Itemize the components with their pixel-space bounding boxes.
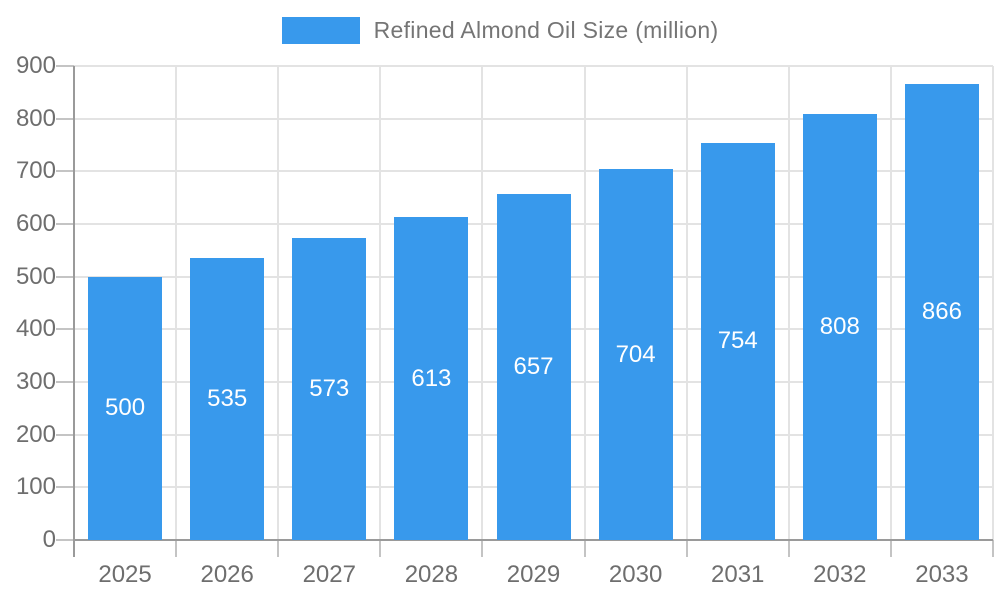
y-axis-tick-label: 700 — [15, 157, 56, 185]
y-axis-tick-label: 800 — [15, 104, 56, 132]
bar-2029[interactable]: 657 — [496, 193, 571, 540]
x-axis-tick-label: 2027 — [302, 561, 356, 588]
y-axis-tick — [56, 170, 74, 173]
bar-value-label: 500 — [105, 394, 146, 422]
y-axis-tick — [56, 381, 74, 383]
y-axis-tick — [56, 486, 74, 489]
bar-2027[interactable]: 573 — [292, 238, 367, 540]
gridline-horizontal — [74, 117, 993, 120]
gridline-horizontal — [74, 65, 993, 67]
bar-2026[interactable]: 535 — [190, 258, 265, 540]
x-axis-line — [74, 539, 993, 541]
bar-2025[interactable]: 500 — [88, 276, 163, 540]
y-axis-tick-label: 500 — [15, 262, 56, 290]
gridline-vertical — [889, 66, 892, 540]
y-axis-tick-label: 900 — [15, 52, 56, 79]
y-axis-tick-label: 100 — [15, 473, 56, 501]
x-axis-tick — [379, 540, 382, 557]
gridline-vertical — [379, 66, 382, 540]
gridline-horizontal — [74, 170, 993, 173]
bar-value-label: 754 — [717, 327, 758, 355]
bar-value-label: 866 — [921, 297, 962, 325]
y-axis-tick — [56, 433, 74, 436]
bar-2033[interactable]: 866 — [904, 83, 979, 540]
x-axis-tick-label: 2028 — [404, 561, 459, 588]
legend-swatch — [281, 17, 360, 44]
y-axis-tick — [56, 117, 74, 120]
y-axis-tick — [56, 275, 74, 278]
gridline-vertical — [685, 66, 688, 540]
bar-value-label: 657 — [513, 352, 554, 380]
y-axis-tick — [56, 328, 74, 331]
y-axis-tick-label: 200 — [15, 420, 56, 448]
x-axis-tick-label: 2025 — [98, 561, 152, 588]
chart-legend[interactable]: Refined Almond Oil Size (million) — [0, 17, 1000, 44]
x-axis-tick — [889, 540, 892, 557]
x-axis-tick — [277, 540, 280, 557]
gridline-vertical — [992, 66, 994, 540]
y-axis-line — [73, 66, 75, 557]
bar-value-label: 535 — [207, 385, 248, 413]
x-axis-tick-label: 2026 — [200, 561, 254, 588]
bar-value-label: 613 — [411, 364, 452, 392]
x-axis-tick-label: 2030 — [608, 561, 663, 588]
x-axis-tick-label: 2031 — [711, 561, 765, 588]
x-axis-tick-label: 2033 — [915, 561, 969, 588]
y-axis-tick — [56, 65, 74, 67]
gridline-vertical — [583, 66, 586, 540]
gridline-vertical — [787, 66, 790, 540]
gridline-vertical — [277, 66, 280, 540]
x-axis-tick — [685, 540, 688, 557]
x-axis-tick — [787, 540, 790, 557]
gridline-vertical — [175, 66, 178, 540]
bar-2028[interactable]: 613 — [394, 217, 469, 540]
x-axis-tick — [583, 540, 586, 557]
x-axis-tick-label: 2029 — [506, 561, 561, 588]
bar-value-label: 808 — [819, 313, 860, 341]
y-axis-tick-label: 0 — [42, 526, 56, 553]
bar-2032[interactable]: 808 — [802, 114, 877, 540]
y-axis-tick-label: 600 — [15, 210, 56, 237]
x-axis-tick — [481, 540, 484, 557]
bar-2031[interactable]: 754 — [700, 142, 775, 540]
gridline-vertical — [481, 66, 484, 540]
x-axis-tick — [175, 540, 178, 557]
plot-area: 0 100 200 300 400 500 600 700 800 900 500 2025 535 20… — [16, 52, 994, 588]
legend-label: Refined Almond Oil Size (million) — [373, 17, 719, 43]
x-axis-tick-label: 2032 — [813, 561, 867, 588]
y-axis-tick-label: 300 — [15, 368, 56, 395]
bar-2030[interactable]: 704 — [598, 169, 673, 540]
x-axis-tick — [992, 540, 994, 557]
y-axis-tick-label: 400 — [15, 315, 56, 343]
bar-value-label: 704 — [615, 340, 656, 368]
bar-value-label: 573 — [309, 375, 350, 403]
y-axis-tick — [56, 539, 74, 541]
y-axis-tick — [56, 223, 74, 225]
